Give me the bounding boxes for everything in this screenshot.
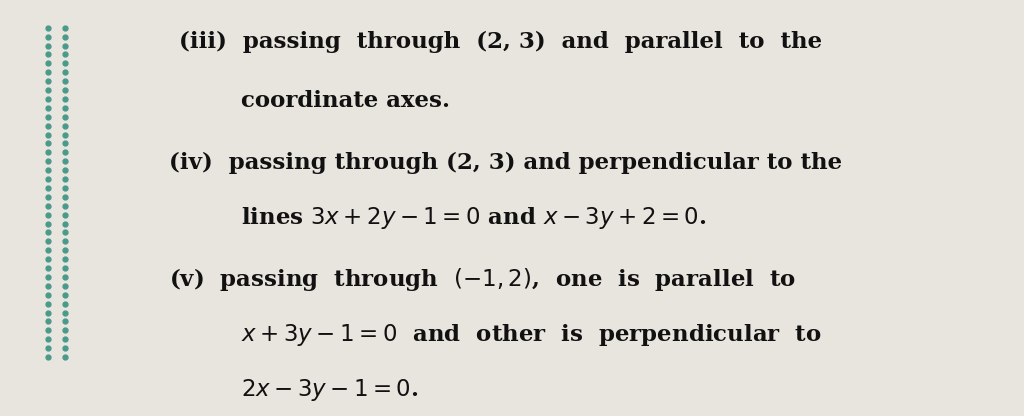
Text: (v)  passing  through  $(-1,2)$,  one  is  parallel  to: (v) passing through $(-1,2)$, one is par… xyxy=(169,265,796,292)
Text: $x+3y-1=0$  and  other  is  perpendicular  to: $x+3y-1=0$ and other is perpendicular to xyxy=(241,322,821,347)
Text: coordinate axes.: coordinate axes. xyxy=(241,89,450,111)
Text: (iv)  passing through (2, 3) and perpendicular to the: (iv) passing through (2, 3) and perpendi… xyxy=(169,152,842,174)
Text: (iii)  passing  through  (2, 3)  and  parallel  to  the: (iii) passing through (2, 3) and paralle… xyxy=(179,30,822,53)
Text: lines $3x+2y-1=0$ and $x-3y+2=0$.: lines $3x+2y-1=0$ and $x-3y+2=0$. xyxy=(241,206,707,231)
Text: $2x-3y-1=0$.: $2x-3y-1=0$. xyxy=(241,377,418,403)
